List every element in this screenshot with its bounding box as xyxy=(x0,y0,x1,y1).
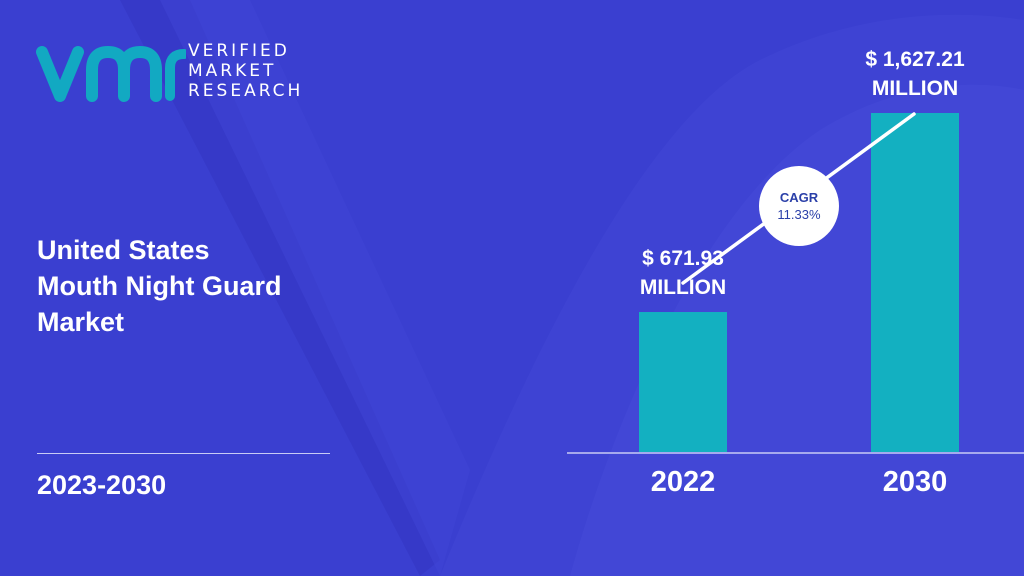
cagr-value: 11.33% xyxy=(777,207,821,222)
title-line: United States xyxy=(37,235,210,265)
bar-2022 xyxy=(639,312,727,452)
x-tick-label: 2030 xyxy=(883,466,948,498)
title-line: Market xyxy=(37,307,125,337)
cagr-badge xyxy=(759,166,839,246)
title-line: Mouth Night Guard xyxy=(37,271,282,301)
data-label: MILLION xyxy=(640,276,726,299)
data-label: $ 1,627.21 xyxy=(865,48,965,71)
bar-2030 xyxy=(871,113,959,452)
brand-name: VERIFIED MARKET RESEARCH xyxy=(188,41,303,101)
divider xyxy=(37,453,330,454)
brand-line: VERIFIED xyxy=(188,41,290,61)
forecast-period: 2023-2030 xyxy=(37,470,167,500)
data-label: $ 671.93 xyxy=(642,247,724,270)
cagr-label: CAGR xyxy=(780,190,819,205)
brand-line: RESEARCH xyxy=(188,81,304,101)
brand-line: MARKET xyxy=(188,61,277,81)
x-tick-label: 2022 xyxy=(651,466,716,498)
brand-logo: VERIFIED MARKET RESEARCH xyxy=(36,40,326,110)
data-label: MILLION xyxy=(872,77,958,100)
vmr-logo-mark xyxy=(36,45,186,102)
report-title: United States Mouth Night Guard Market xyxy=(37,232,357,340)
